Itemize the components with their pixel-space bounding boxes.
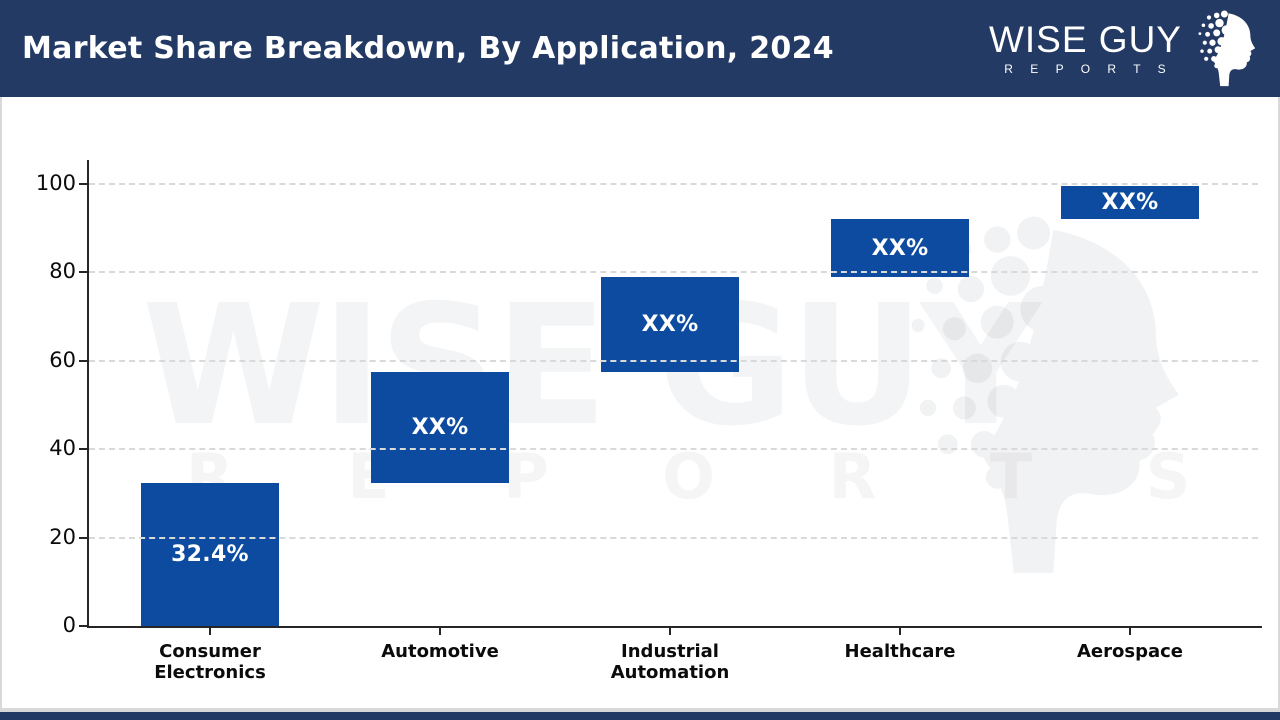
y-axis-tick: [79, 536, 87, 539]
gridline: [89, 536, 1258, 539]
x-axis-tick: [439, 628, 441, 635]
x-axis-label: Automotive: [330, 641, 550, 662]
y-axis-tick-label: 80: [49, 259, 76, 284]
chart-title: Market Share Breakdown, By Application, …: [22, 31, 834, 66]
bar-value-label: XX%: [871, 235, 929, 261]
watermark-subtitle: R E P O R T S: [186, 446, 1236, 508]
y-axis-tick: [79, 448, 87, 451]
frame-edge-left: [0, 97, 2, 712]
bar-value-label: 32.4%: [171, 541, 249, 567]
y-axis-tick-label: 100: [35, 171, 76, 195]
gridline: [89, 359, 1258, 362]
x-axis-spine: [87, 626, 1262, 628]
logo-face-icon: [1198, 10, 1256, 86]
bar: XX%: [1061, 186, 1199, 220]
frame-edge-bottom: [0, 708, 1280, 712]
header-bar: Market Share Breakdown, By Application, …: [0, 0, 1280, 97]
frame-edge-right: [1278, 97, 1280, 712]
bar: 32.4%: [141, 482, 279, 626]
bar-value-label: XX%: [411, 415, 469, 441]
x-axis-label-line: Automotive: [381, 641, 499, 662]
watermark-wordmark: WISE GUY: [142, 270, 1041, 463]
x-axis-tick: [669, 628, 671, 635]
wise-guy-logo: WISE GUY R E P O R T S: [989, 9, 1258, 89]
y-axis-spine: [87, 160, 89, 628]
y-axis-tick: [79, 359, 87, 362]
x-axis-label-line: Industrial: [621, 641, 719, 662]
logo-wordmark: WISE GUY: [988, 19, 1182, 60]
bar-value-label: XX%: [1101, 190, 1159, 216]
gridline: [89, 183, 1258, 185]
bar: XX%: [831, 219, 969, 277]
x-axis-label-line: Aerospace: [1076, 641, 1183, 662]
x-axis-label: Healthcare: [790, 641, 1010, 662]
logo-text: WISE GUY R E P O R T S: [989, 21, 1182, 76]
x-axis-label: Industrial Automation: [560, 641, 780, 683]
footer-accent-bar: [0, 712, 1280, 720]
bar: XX%: [601, 276, 739, 373]
x-axis-label: Aerospace: [1020, 641, 1240, 662]
gridline: [89, 271, 1258, 274]
gridline: [89, 448, 1258, 451]
x-axis-label-line: Automation: [610, 662, 730, 683]
x-axis-label-line: Healthcare: [844, 641, 956, 662]
x-axis-tick: [899, 628, 901, 635]
y-axis-tick: [79, 183, 87, 185]
x-axis-tick: [209, 628, 211, 635]
y-axis-tick-label: 60: [49, 347, 76, 372]
y-axis-tick-label: 0: [62, 613, 76, 637]
bar: XX%: [371, 372, 509, 483]
y-axis-tick: [79, 271, 87, 274]
y-axis-tick-label: 40: [49, 436, 76, 461]
x-axis-label-line: Consumer: [159, 641, 261, 662]
logo-subtitle: R E P O R T S: [1004, 62, 1173, 76]
y-axis-tick-label: 20: [49, 524, 76, 549]
watermark-face-icon: [911, 216, 1179, 573]
x-axis-tick: [1129, 628, 1131, 635]
x-axis-label: Consumer Electronics: [100, 641, 320, 683]
bar-value-label: XX%: [641, 312, 699, 338]
y-axis-tick: [79, 625, 87, 627]
x-axis-label-line: Electronics: [154, 662, 266, 683]
